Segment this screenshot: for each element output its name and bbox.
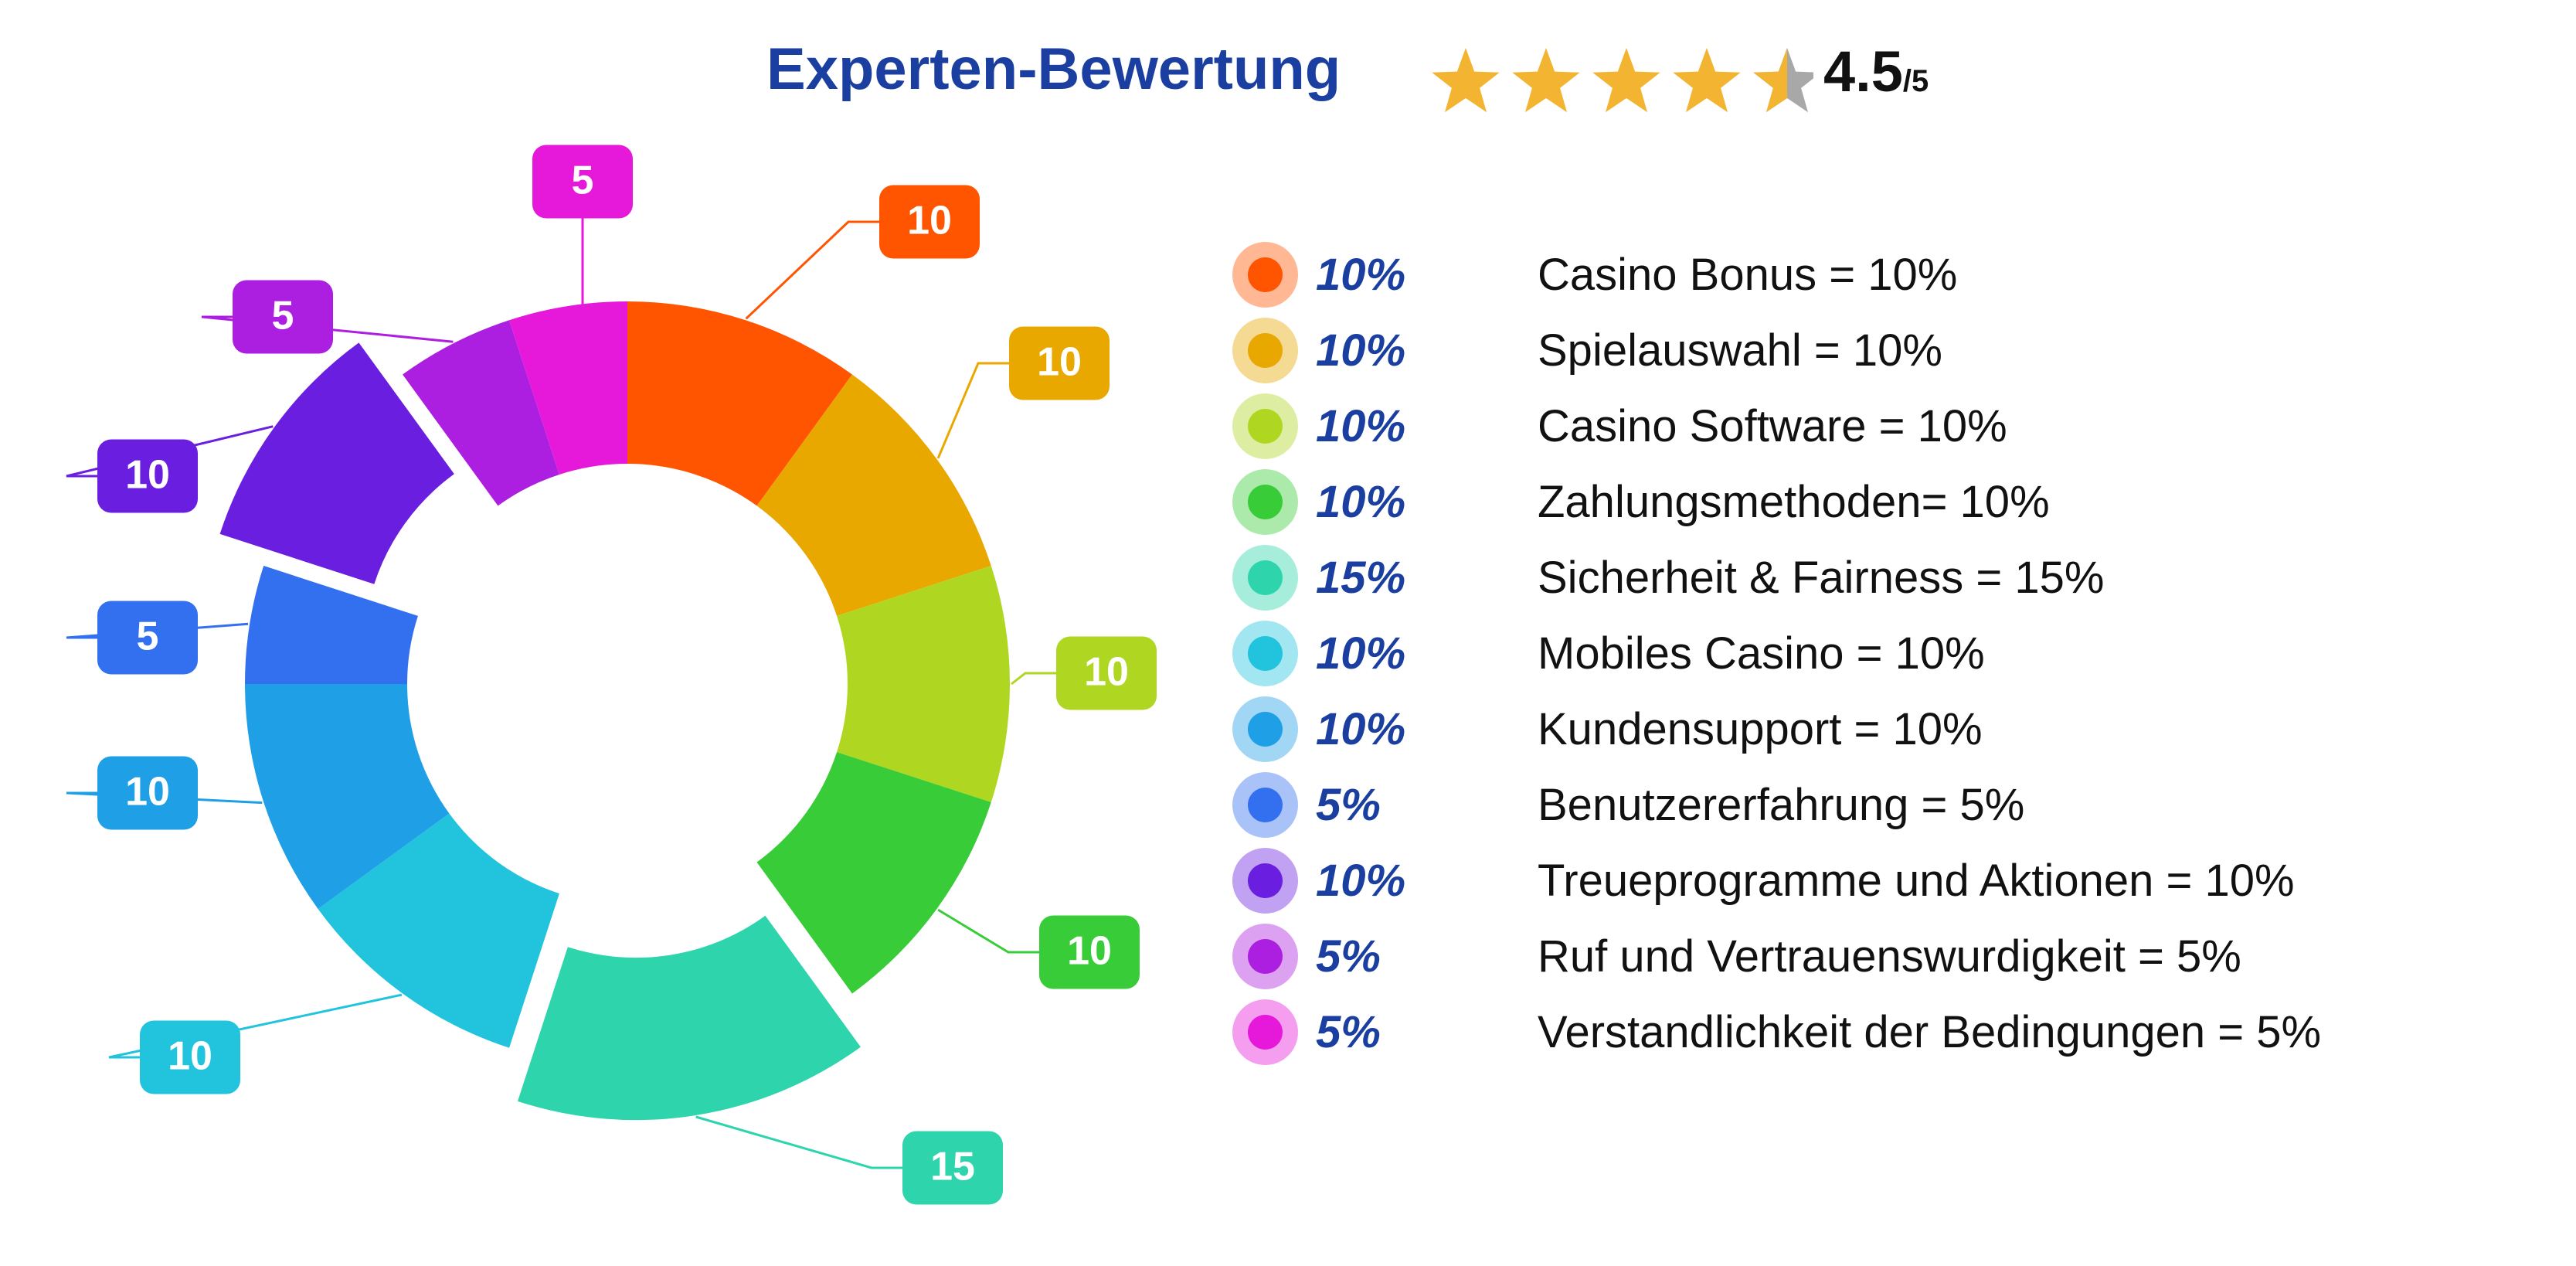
svg-text:15: 15 (930, 1145, 975, 1189)
svg-text:10: 10 (125, 770, 170, 815)
svg-text:10: 10 (907, 199, 952, 243)
svg-text:5: 5 (272, 294, 294, 339)
svg-text:10: 10 (1067, 929, 1112, 974)
svg-text:5: 5 (137, 614, 159, 659)
svg-text:10: 10 (125, 453, 170, 498)
svg-text:10: 10 (1037, 340, 1082, 385)
svg-text:10: 10 (1084, 650, 1129, 695)
svg-text:5: 5 (572, 158, 594, 203)
svg-text:10: 10 (168, 1034, 212, 1079)
